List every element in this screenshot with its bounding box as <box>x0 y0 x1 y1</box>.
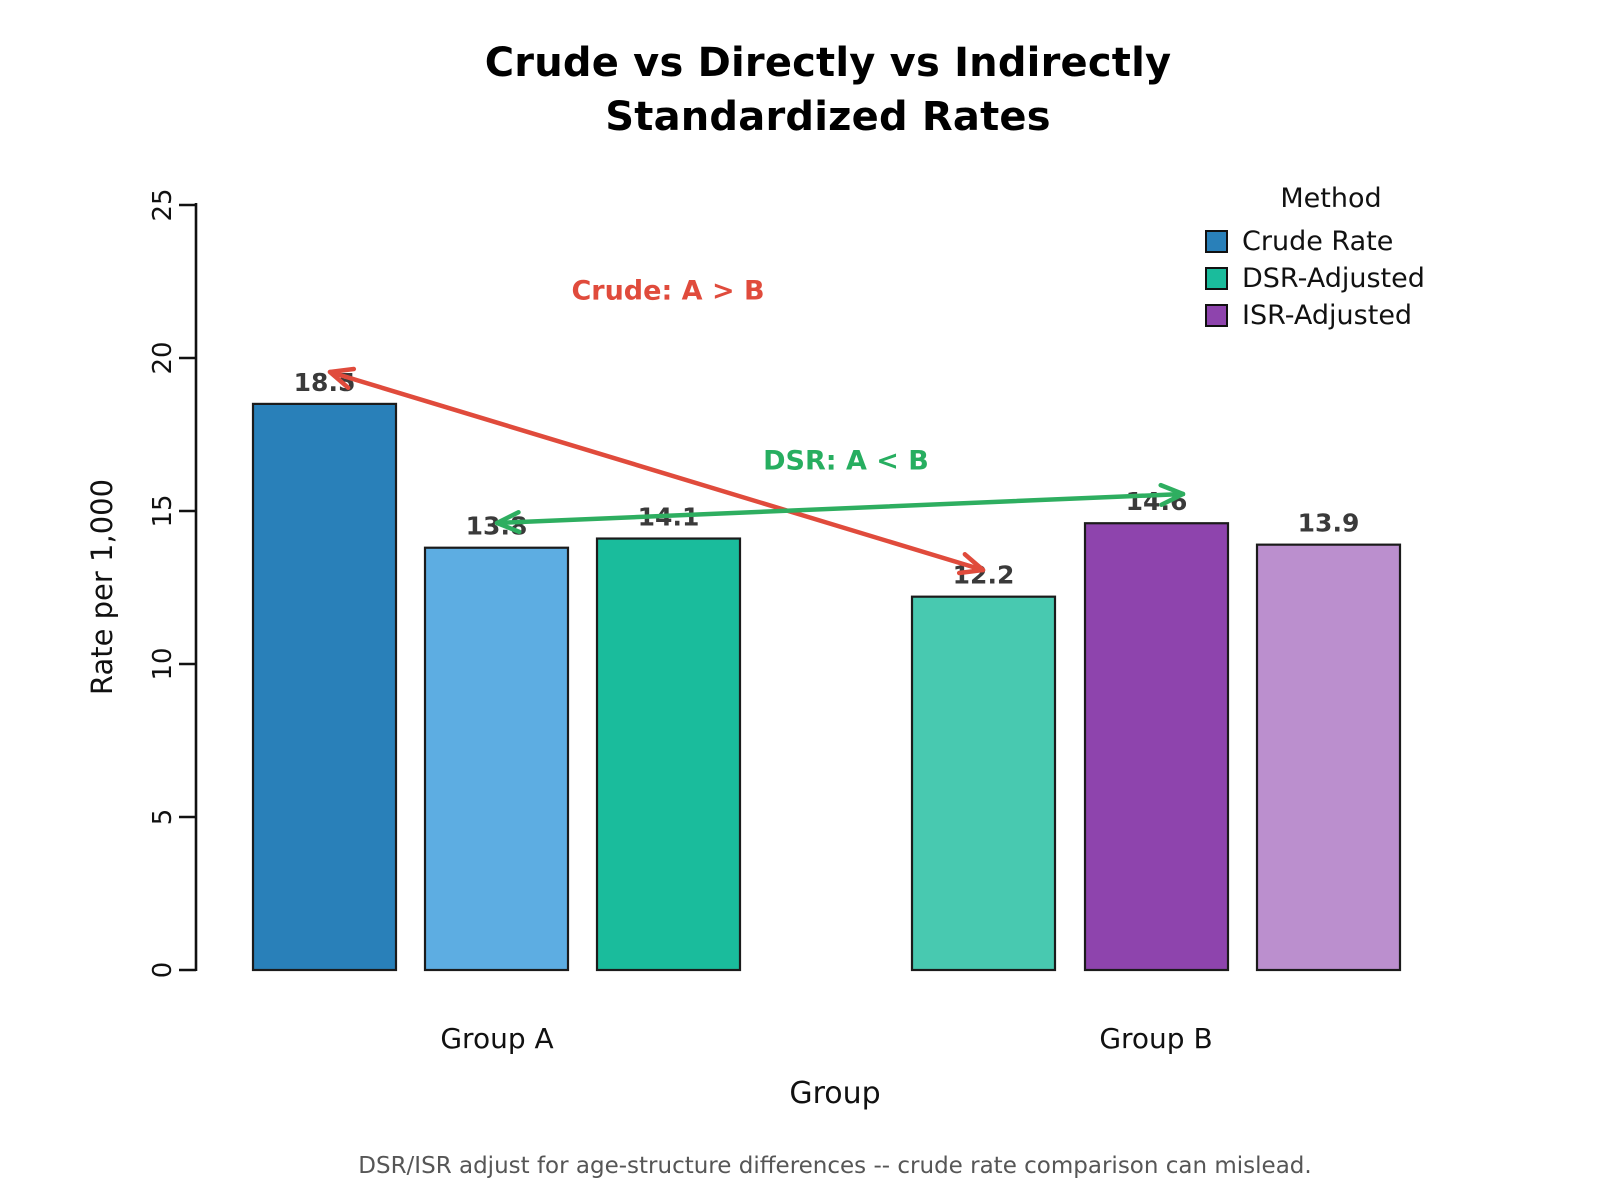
bar-value-label: 18.5 <box>294 368 356 397</box>
bar-value-label: 13.8 <box>466 512 528 541</box>
y-tick-label: 5 <box>148 809 178 826</box>
crude-comparison-annotation: Crude: A > B <box>571 275 765 307</box>
dsr-comparison-arrow <box>494 491 1186 526</box>
legend-item-dsr: DSR-Adjusted <box>1205 263 1457 294</box>
dsr-comparison-arrow-head-icon <box>1158 482 1186 507</box>
y-tick-label: 0 <box>148 962 178 979</box>
bar-value-label: 13.9 <box>1298 509 1360 538</box>
y-tick-label: 10 <box>148 647 178 680</box>
chart-title-line1: Crude vs Directly vs Indirectly <box>484 40 1172 86</box>
footnote: DSR/ISR adjust for age-structure differe… <box>358 1153 1312 1179</box>
isr-adjusted-swatch-icon <box>1205 304 1228 327</box>
crude-comparison-arrow-head-icon <box>956 552 986 576</box>
legend-label: Crude Rate <box>1242 226 1394 257</box>
legend-title: Method <box>1280 183 1382 214</box>
bar-group-b-dsr-adjusted <box>1083 522 1230 972</box>
x-category-group-b: Group B <box>1099 1022 1213 1055</box>
chart-title: Crude vs Directly vs Indirectly Standard… <box>56 36 1600 144</box>
crude-rate-swatch-icon <box>1205 230 1228 253</box>
legend-label: ISR-Adjusted <box>1242 300 1413 331</box>
bar-group-b-crude-rate <box>910 595 1057 972</box>
legend: Method Crude Rate DSR-Adjusted ISR-Adjus… <box>1205 183 1457 337</box>
y-tick-label: 25 <box>148 188 178 221</box>
legend-item-crude: Crude Rate <box>1205 226 1457 257</box>
dsr-comparison-arrow-head-icon <box>494 510 522 535</box>
chart-title-line2: Standardized Rates <box>605 94 1051 140</box>
y-tick-label: 20 <box>148 341 178 374</box>
y-axis-title: Rate per 1,000 <box>85 478 119 696</box>
x-axis-title: Group <box>789 1076 881 1111</box>
crude-comparison-arrow-head-icon <box>327 366 357 390</box>
dsr-comparison-annotation: DSR: A < B <box>763 445 929 477</box>
x-category-group-a: Group A <box>440 1022 554 1055</box>
bar-group-b-isr-adjusted <box>1255 543 1402 972</box>
bar-group-a-dsr-adjusted <box>423 546 570 972</box>
legend-item-isr: ISR-Adjusted <box>1205 300 1457 331</box>
bar-group-a-crude-rate <box>251 402 398 972</box>
crude-comparison-arrow <box>327 369 986 573</box>
dsr-adjusted-swatch-icon <box>1205 267 1228 290</box>
bar-group-a-isr-adjusted <box>595 537 742 972</box>
y-tick-label: 15 <box>148 494 178 527</box>
legend-label: DSR-Adjusted <box>1242 263 1425 294</box>
